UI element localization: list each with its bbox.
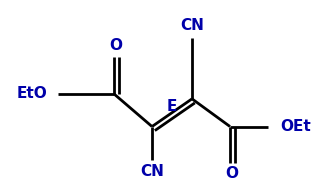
Text: E: E <box>167 99 177 114</box>
Text: O: O <box>225 167 239 182</box>
Text: O: O <box>110 38 122 53</box>
Text: CN: CN <box>180 18 204 33</box>
Text: OEt: OEt <box>281 119 311 134</box>
Text: EtO: EtO <box>17 86 47 101</box>
Text: CN: CN <box>140 165 164 180</box>
